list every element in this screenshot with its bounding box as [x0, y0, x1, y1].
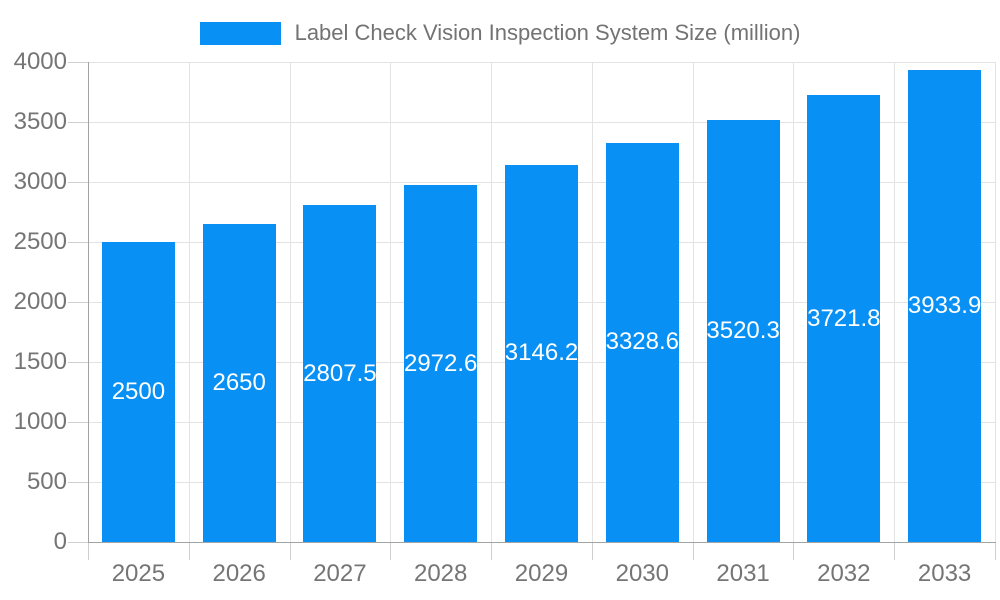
bar-2033[interactable]: [908, 69, 982, 542]
y-axis-tick: [68, 422, 88, 423]
bar-value-label: 3146.2: [504, 339, 579, 367]
y-axis-tick: [68, 362, 88, 363]
x-gridline: [189, 62, 190, 542]
bar-value-label: 3328.6: [605, 328, 679, 356]
x-axis-label: 2029: [514, 560, 569, 587]
y-gridline: [88, 122, 995, 123]
y-gridline: [88, 62, 995, 63]
x-axis-tick: [894, 542, 895, 560]
x-gridline: [491, 62, 492, 542]
x-gridline: [592, 62, 593, 542]
y-axis-tick: [68, 122, 88, 123]
x-axis-label: 2025: [111, 560, 166, 587]
y-axis-tick: [68, 542, 88, 543]
x-axis-tick: [189, 542, 190, 560]
legend-label: Label Check Vision Inspection System Siz…: [294, 20, 801, 45]
bar-value-label: 3520.3: [706, 316, 780, 344]
bar-2030[interactable]: [605, 142, 679, 542]
bar-value-label: 2807.5: [303, 359, 377, 387]
y-axis-tick: [68, 302, 88, 303]
bar-2028[interactable]: [404, 185, 478, 542]
legend-swatch: [199, 21, 281, 45]
x-axis-label: 2030: [615, 560, 669, 587]
x-gridline: [793, 62, 794, 542]
x-axis-label: 2033: [917, 560, 972, 587]
x-axis-label: 2031: [716, 560, 770, 587]
x-axis-tick: [88, 542, 89, 560]
x-gridline: [894, 62, 895, 542]
bar-value-label: 3933.9: [907, 292, 982, 319]
x-axis-tick: [793, 542, 794, 560]
y-axis-label: 1000: [13, 408, 67, 435]
y-axis-label: 1500: [13, 348, 67, 375]
bar-value-label: 3721.8: [807, 304, 881, 332]
y-axis-line: [88, 62, 89, 543]
x-gridline: [693, 62, 694, 542]
x-axis-line: [88, 542, 996, 543]
bar-2026[interactable]: [202, 224, 276, 542]
x-axis-tick: [390, 542, 391, 560]
y-axis-label: 2500: [13, 228, 67, 255]
bar-2029[interactable]: [505, 164, 578, 542]
bar-value-label: 2972.6: [403, 349, 478, 377]
y-axis-label: 3000: [13, 168, 67, 195]
bar-2031[interactable]: [706, 119, 780, 542]
bar-2032[interactable]: [807, 95, 881, 542]
y-axis-tick: [68, 482, 88, 483]
bar-2025[interactable]: [101, 242, 175, 542]
bar-value-label: 2500: [111, 378, 166, 405]
y-axis-label: 0: [53, 528, 67, 555]
bar-2027[interactable]: [303, 205, 377, 542]
y-axis-label: 500: [26, 468, 67, 495]
bar-value-label: 2650: [212, 369, 266, 396]
y-axis-tick: [68, 182, 88, 183]
y-axis-tick: [68, 62, 88, 63]
legend[interactable]: Label Check Vision Inspection System Siz…: [0, 20, 1000, 46]
x-gridline: [390, 62, 391, 542]
x-axis-label: 2026: [212, 560, 266, 587]
x-axis-tick: [995, 542, 996, 560]
x-axis-tick: [693, 542, 694, 560]
y-axis-tick: [68, 242, 88, 243]
x-axis-label: 2028: [413, 560, 468, 587]
x-axis-tick: [491, 542, 492, 560]
x-gridline: [995, 62, 996, 542]
y-axis-label: 4000: [13, 48, 67, 75]
y-axis-label: 3500: [13, 108, 67, 135]
x-axis-label: 2032: [817, 560, 871, 587]
x-gridline: [290, 62, 291, 542]
y-axis-label: 2000: [13, 288, 67, 315]
x-axis-tick: [592, 542, 593, 560]
x-axis-label: 2027: [313, 560, 367, 587]
x-axis-tick: [290, 542, 291, 560]
